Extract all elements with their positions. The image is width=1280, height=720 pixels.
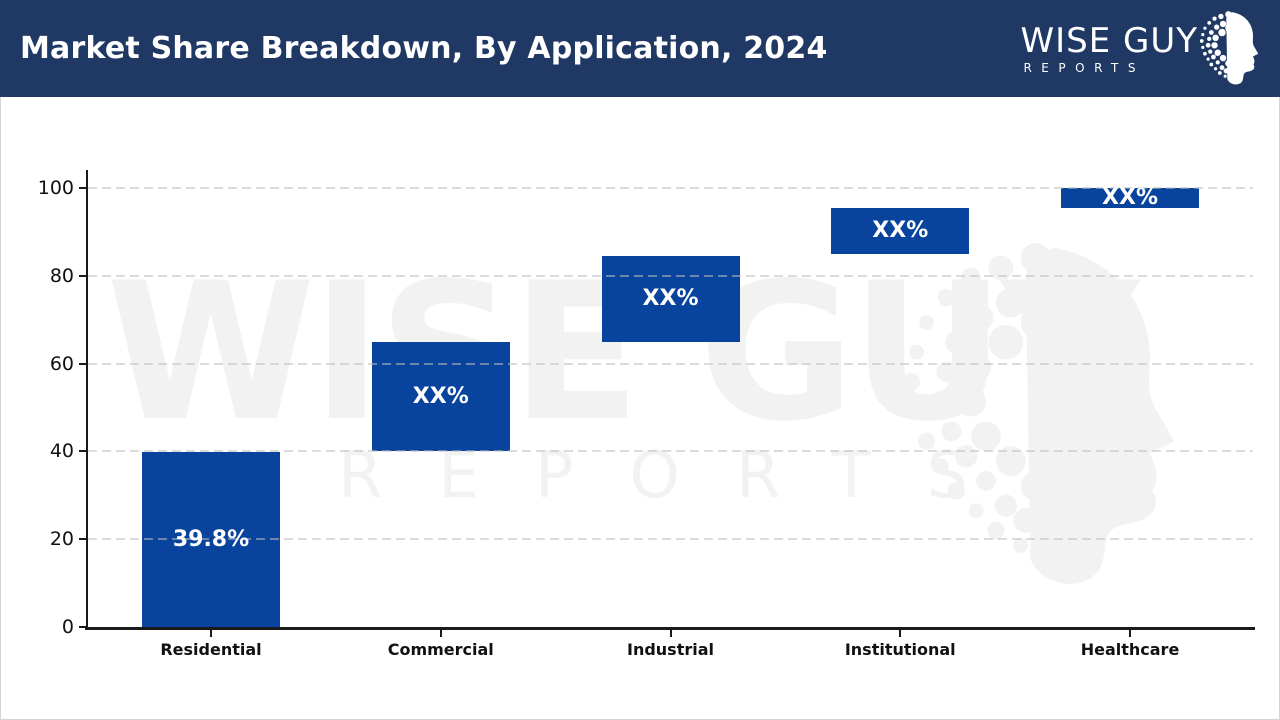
y-tick-0 [79, 626, 87, 628]
gridline-20 [88, 538, 1253, 541]
x-tick-healthcare [1129, 628, 1131, 637]
page-title: Market Share Breakdown, By Application, … [20, 31, 828, 66]
x-tick-commercial [439, 628, 442, 637]
gridline-60 [88, 362, 1253, 365]
x-axis-line [85, 627, 1255, 630]
y-tick-20 [79, 538, 87, 541]
watermark-face-icon [882, 226, 1204, 612]
y-tick-label-40: 40 [49, 440, 74, 463]
y-tick-label-20: 20 [49, 528, 74, 551]
x-axis-label-commercial: Commercial [387, 640, 494, 659]
x-axis-label-institutional: Institutional [844, 640, 956, 659]
x-tick-institutional [899, 628, 902, 637]
brand-face-icon [1194, 9, 1266, 89]
bar-healthcare [1061, 188, 1199, 208]
y-tick-60 [79, 362, 87, 365]
gridline-80 [88, 274, 1253, 277]
x-tick-residential [210, 628, 212, 637]
watermark-reports-text: REPORTS [338, 439, 1024, 513]
y-axis-line [86, 170, 88, 629]
brand-name: WISE GUY [1020, 20, 1198, 61]
y-tick-label-60: 60 [49, 352, 74, 375]
y-tick-40 [79, 450, 87, 453]
bar-industrial [601, 256, 740, 342]
bar-value-label: 39.8% [172, 526, 250, 552]
header-bar: Market Share Breakdown, By Application, … [0, 0, 1280, 97]
bar-value-label: XX% [412, 383, 469, 409]
bar-value-label: XX% [872, 217, 929, 243]
gridline-40 [88, 450, 1253, 453]
x-axis-label-industrial: Industrial [626, 640, 714, 659]
y-tick-label-80: 80 [49, 264, 74, 287]
bar-institutional [831, 207, 970, 254]
brand-subname: REPORTS [1023, 60, 1145, 75]
gridline-100 [88, 187, 1253, 189]
x-tick-industrial [669, 628, 672, 637]
y-tick-80 [79, 274, 87, 277]
brand-logo: WISE GUY REPORTS [1020, 9, 1266, 89]
y-tick-100 [79, 187, 87, 189]
x-axis-label-residential: Residential [160, 640, 262, 659]
y-tick-label-0: 0 [61, 616, 74, 638]
bar-value-label: XX% [642, 285, 699, 311]
bar-commercial [371, 341, 510, 452]
bar-value-label: XX% [1102, 184, 1158, 210]
y-tick-label-100: 100 [37, 177, 74, 199]
x-axis-label-healthcare: Healthcare [1080, 640, 1180, 659]
